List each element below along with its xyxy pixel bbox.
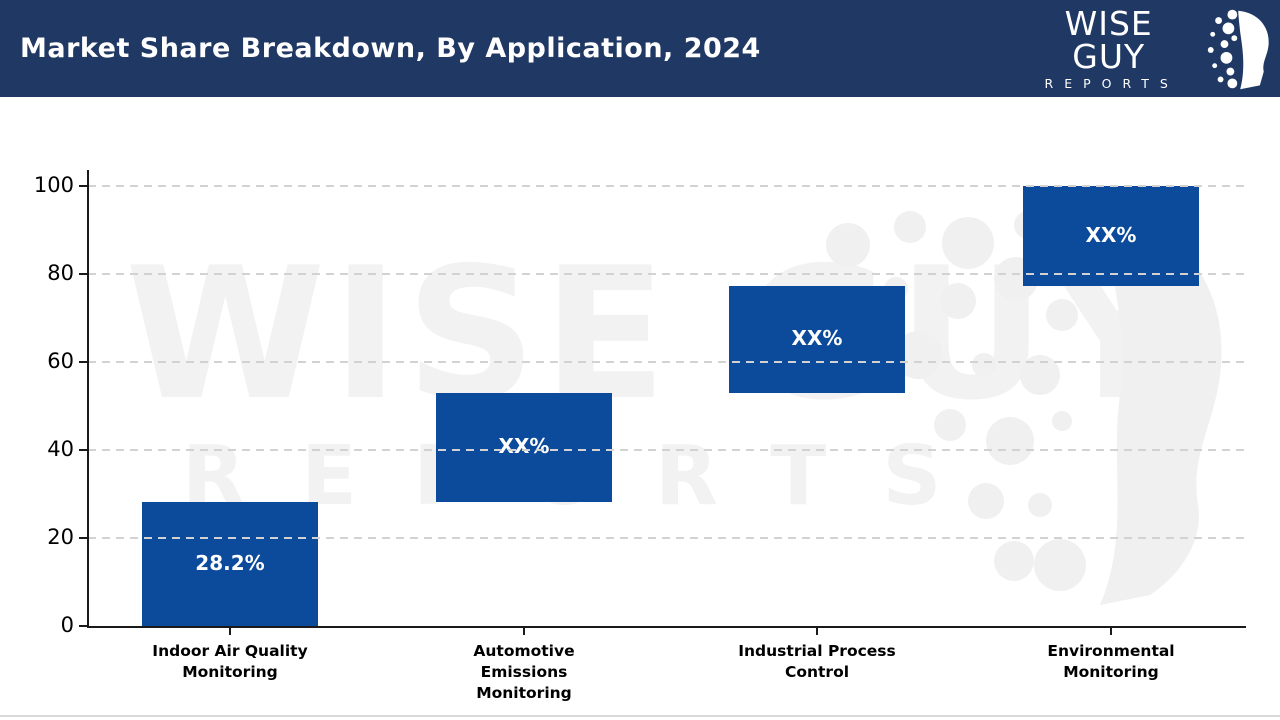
bar-value-label-2: XX% xyxy=(791,326,843,351)
y-tick-label-40: 40 xyxy=(47,437,74,461)
bar-value-label-1: XX% xyxy=(498,434,550,459)
brand-logo: WISE GUY REPORTS xyxy=(1024,4,1274,94)
x-tick-mark-2 xyxy=(816,626,818,635)
brand-subname: REPORTS xyxy=(1044,76,1179,91)
x-tick-mark-3 xyxy=(1110,626,1112,635)
bar-segment-1: XX% xyxy=(436,392,612,502)
y-tick-mark-100 xyxy=(79,185,88,187)
page-title: Market Share Breakdown, By Application, … xyxy=(20,33,761,64)
y-tick-mark-0 xyxy=(79,625,88,627)
brand-logo-text: WISE GUY REPORTS xyxy=(1024,7,1193,91)
y-tick-mark-40 xyxy=(79,449,88,451)
plot-area: 0 20 40 60 80 100 28.2% XX% XX% XX% Indoor Air Qua… xyxy=(0,97,1280,720)
bottom-divider xyxy=(0,715,1280,717)
header-bar: Market Share Breakdown, By Application, … xyxy=(0,0,1280,97)
gridline-y-80 xyxy=(88,273,1246,275)
y-tick-label-80: 80 xyxy=(47,261,74,285)
x-tick-mark-0 xyxy=(229,626,231,635)
x-category-label-1: Automotive Emissions Monitoring xyxy=(473,642,575,702)
bar-segment-0: 28.2% xyxy=(142,501,318,626)
x-category-label-0: Indoor Air Quality Monitoring xyxy=(152,642,308,681)
y-tick-label-100: 100 xyxy=(33,173,74,197)
bar-value-label-3: XX% xyxy=(1085,222,1137,247)
y-tick-label-0: 0 xyxy=(60,613,74,637)
gridline-y-60 xyxy=(88,361,1246,363)
y-tick-mark-60 xyxy=(79,361,88,363)
gridline-y-100 xyxy=(88,185,1246,187)
gridline-y-40 xyxy=(88,449,1246,451)
y-tick-label-60: 60 xyxy=(47,349,74,373)
gridline-y-20 xyxy=(88,537,1246,539)
x-category-label-2: Industrial Process Control xyxy=(738,642,896,681)
brand-name: WISE GUY xyxy=(1064,4,1153,76)
y-tick-mark-20 xyxy=(79,537,88,539)
brand-head-icon xyxy=(1208,9,1270,90)
x-axis-line xyxy=(87,626,1246,628)
y-tick-label-20: 20 xyxy=(47,525,74,549)
y-axis-line xyxy=(87,170,89,628)
y-tick-mark-80 xyxy=(79,273,88,275)
bar-segment-2: XX% xyxy=(729,285,905,393)
bar-value-label-0: 28.2% xyxy=(195,550,265,575)
x-category-label-3: Environmental Monitoring xyxy=(1047,642,1175,681)
bar-segment-3: XX% xyxy=(1023,186,1199,286)
x-tick-mark-1 xyxy=(523,626,525,635)
